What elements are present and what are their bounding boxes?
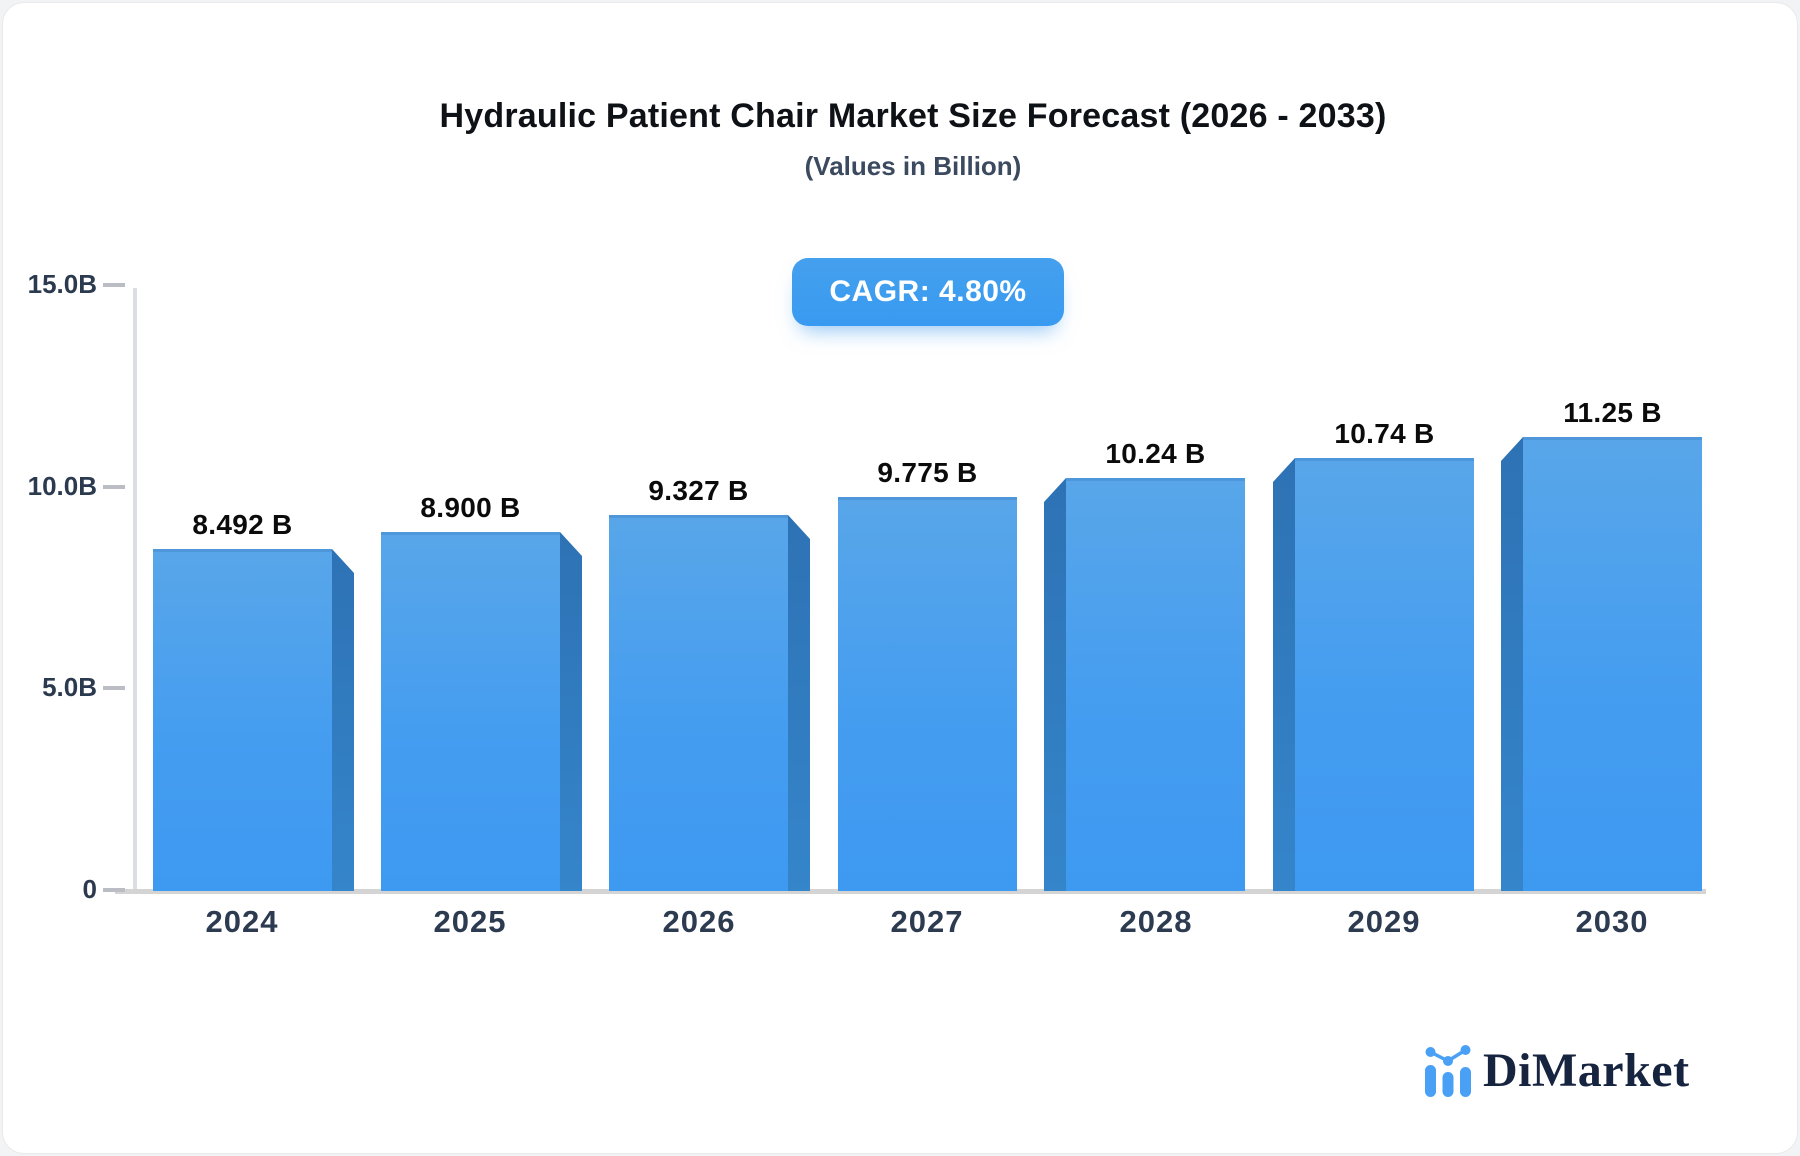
bar-value-label: 8.492 B	[192, 509, 293, 540]
y-tick-mark	[103, 888, 125, 892]
bar-2025[interactable]: 8.900 B	[381, 492, 582, 891]
y-tick-mark	[103, 686, 125, 690]
bar-bevel	[1273, 458, 1295, 891]
bar-value-label: 9.775 B	[877, 457, 978, 488]
cagr-badge-label: CAGR: 4.80%	[829, 275, 1027, 308]
bar-2029[interactable]: 10.74 B	[1273, 418, 1474, 891]
bar-bevel	[1501, 437, 1523, 891]
bar-value-label: 8.900 B	[420, 492, 521, 523]
brand-logo[interactable]: DiMarket	[1423, 1039, 1690, 1101]
y-tick-mark	[103, 485, 125, 489]
x-axis-line	[115, 889, 1706, 894]
bar-face	[153, 549, 332, 891]
cagr-badge: CAGR: 4.80%	[792, 258, 1064, 326]
x-tick-label-2030: 2030	[1575, 904, 1649, 939]
bar-2026[interactable]: 9.327 B	[609, 475, 810, 891]
bar-2027[interactable]: 9.775 B	[838, 457, 1017, 891]
x-tick-label-2029: 2029	[1347, 904, 1421, 939]
bar-value-label: 11.25 B	[1563, 397, 1662, 428]
brand-name: DiMarket	[1483, 1043, 1690, 1097]
bar-bevel	[332, 549, 354, 891]
bar-face	[838, 497, 1017, 891]
bar-face	[1523, 437, 1702, 891]
x-tick-label-2025: 2025	[433, 904, 507, 939]
y-tick-mark	[103, 283, 125, 287]
bar-2030[interactable]: 11.25 B	[1501, 397, 1702, 891]
bar-2024[interactable]: 8.492 B	[153, 509, 354, 891]
x-tick-label-2024: 2024	[205, 904, 279, 939]
y-tick-label: 5.0B	[42, 672, 97, 702]
x-tick-label-2028: 2028	[1119, 904, 1193, 939]
bar-value-label: 10.24 B	[1105, 438, 1206, 469]
bar-bevel	[1044, 478, 1066, 891]
bar-value-label: 9.327 B	[648, 475, 749, 506]
bar-value-label: 10.74 B	[1334, 418, 1435, 449]
y-axis-line	[133, 288, 137, 891]
x-tick-label-2027: 2027	[890, 904, 964, 939]
y-tick-label: 0	[82, 874, 97, 904]
bar-face	[1066, 478, 1245, 891]
bar-face	[1295, 458, 1474, 891]
bar-face	[381, 532, 560, 891]
bar-2028[interactable]: 10.24 B	[1044, 438, 1245, 891]
chart-subtitle: (Values in Billion)	[804, 151, 1022, 181]
bar-bevel	[560, 532, 582, 891]
bar-face	[609, 515, 788, 891]
y-tick-label: 15.0B	[27, 269, 97, 299]
chart-title: Hydraulic Patient Chair Market Size Fore…	[439, 97, 1387, 135]
bar-line-chart-icon	[1425, 1045, 1471, 1097]
x-tick-label-2026: 2026	[662, 904, 736, 939]
y-tick-label: 10.0B	[27, 471, 97, 501]
bar-bevel	[788, 515, 810, 891]
